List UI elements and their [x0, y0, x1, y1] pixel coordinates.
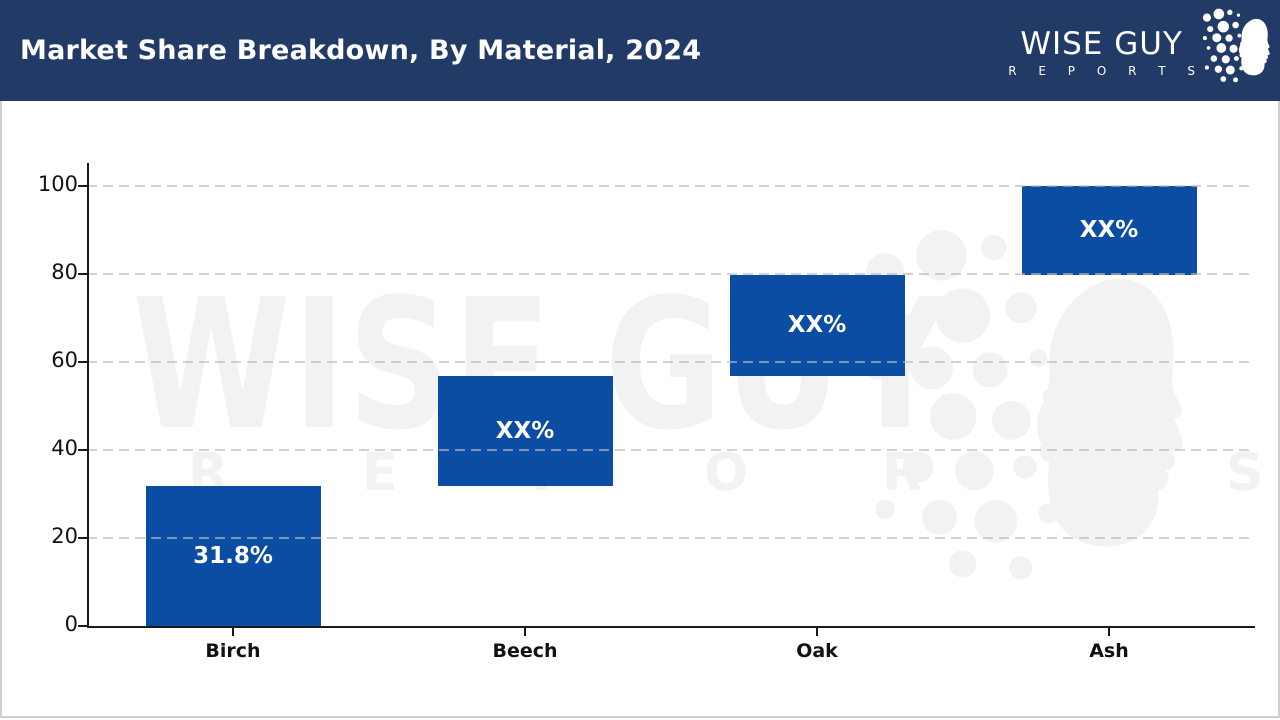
bar-oak: XX%	[729, 274, 905, 377]
x-tick-oak	[816, 628, 818, 636]
y-tick-20	[78, 537, 87, 539]
brand-text: WISE GUY R E P O R T S	[999, 26, 1204, 78]
x-tick-ash	[1108, 628, 1110, 636]
brand-name: WISE GUY	[1020, 26, 1183, 62]
bar-beech: XX%	[437, 376, 613, 487]
gridline-80	[87, 273, 1255, 275]
x-label-oak: Oak	[796, 640, 838, 662]
y-tick-0	[78, 625, 87, 627]
bar-value-label: XX%	[1079, 217, 1139, 244]
x-label-beech: Beech	[492, 640, 558, 662]
bar-ash: XX%	[1021, 186, 1197, 275]
y-tick-60	[78, 361, 87, 363]
gridline-40	[87, 449, 1255, 451]
wiseguy-head-icon	[1200, 7, 1272, 95]
brand-subtitle: R E P O R T S	[1008, 64, 1204, 78]
page-title: Market Share Breakdown, By Material, 202…	[20, 35, 702, 66]
brand-logo: WISE GUY R E P O R T S	[999, 6, 1272, 96]
x-tick-birch	[232, 628, 234, 636]
y-tick-label-80: 80	[51, 260, 78, 284]
y-tick-40	[78, 449, 87, 451]
x-axis-spine	[87, 626, 1255, 628]
x-tick-beech	[524, 628, 526, 636]
y-tick-label-20: 20	[51, 524, 78, 548]
gridline-100	[87, 185, 1255, 187]
bar-value-label: 31.8%	[193, 543, 273, 570]
y-tick-100	[78, 185, 87, 187]
gridline-20	[87, 537, 1255, 539]
y-tick-label-0: 0	[64, 612, 78, 636]
y-tick-label-40: 40	[51, 436, 78, 460]
gridline-60	[87, 361, 1255, 363]
bar-value-label: XX%	[787, 312, 847, 339]
x-label-ash: Ash	[1089, 640, 1129, 662]
header-band: Market Share Breakdown, By Material, 202…	[0, 0, 1280, 101]
y-axis-spine	[87, 163, 89, 628]
x-label-birch: Birch	[205, 640, 261, 662]
y-tick-label-100: 100	[37, 172, 78, 196]
bar-value-label: XX%	[495, 418, 555, 445]
y-tick-label-60: 60	[51, 348, 78, 372]
bar-birch: 31.8%	[145, 486, 321, 626]
y-tick-80	[78, 273, 87, 275]
